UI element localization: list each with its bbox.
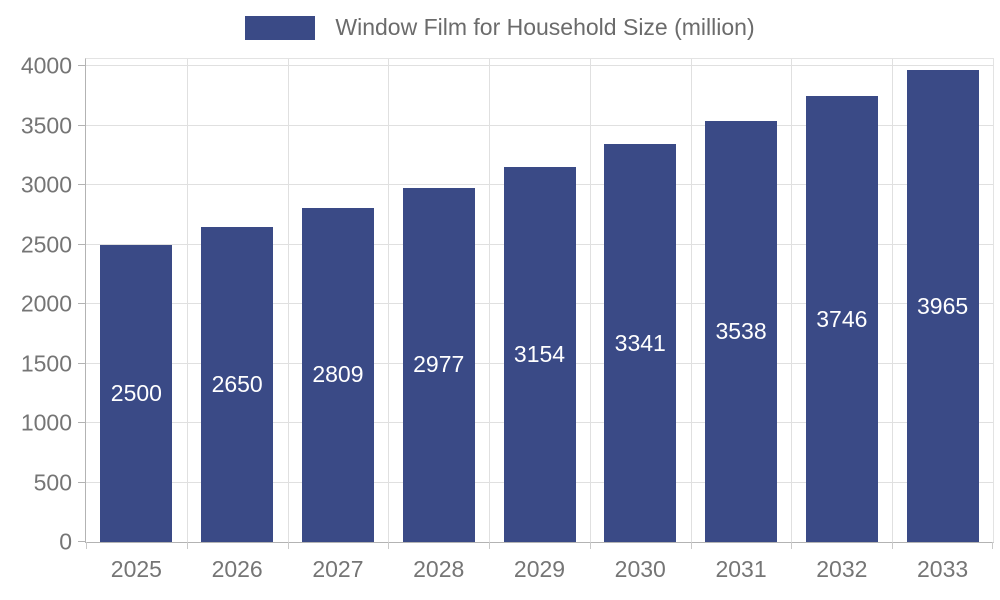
bar-value-label: 3538	[715, 317, 767, 344]
y-axis-tick-label: 3000	[20, 171, 72, 198]
bar-value-label: 3965	[917, 292, 969, 319]
bar-value-label: 3341	[614, 329, 666, 356]
gridline-vertical	[892, 59, 894, 542]
bar-value-label: 3154	[513, 340, 566, 367]
x-axis-tick-label: 2032	[816, 556, 868, 582]
x-axis-tick	[690, 542, 692, 549]
y-axis-tick-label: 0	[59, 528, 72, 555]
x-axis-tick-label: 2025	[110, 556, 162, 582]
x-axis-tick	[388, 542, 390, 549]
bar-value-label: 2500	[110, 379, 162, 406]
bar-value-label: 2650	[211, 370, 263, 397]
x-axis-tick-label: 2028	[413, 556, 465, 582]
x-axis-tick-label: 2029	[513, 556, 566, 582]
gridline-vertical	[589, 59, 591, 542]
x-axis-tick-label: 2031	[715, 556, 767, 582]
x-axis-tick	[791, 542, 793, 549]
y-axis-tick	[78, 422, 85, 423]
x-axis-tick	[86, 542, 87, 549]
y-axis-tick	[78, 124, 85, 126]
legend-label: Window Film for Household Size (million)	[335, 14, 755, 40]
y-axis-tick-label: 3500	[20, 112, 72, 138]
x-axis-tick-label: 2033	[917, 556, 969, 582]
bar: 3965	[906, 70, 979, 542]
chart-legend: Window Film for Household Size (million)	[0, 14, 1000, 41]
bar-value-label: 3746	[816, 305, 868, 332]
gridline-vertical	[690, 59, 692, 542]
y-axis-tick-label: 2500	[20, 231, 72, 257]
x-axis-tick	[186, 542, 188, 549]
gridline-vertical	[287, 59, 289, 542]
bar: 3341	[604, 144, 677, 542]
gridline-horizontal	[86, 65, 993, 66]
bar: 3746	[805, 96, 878, 542]
x-axis-tick	[489, 542, 491, 549]
y-axis-tick-label: 4000	[20, 52, 72, 79]
y-axis-tick-label: 1000	[20, 409, 72, 436]
x-axis-tick	[589, 542, 591, 549]
y-axis-tick	[78, 303, 85, 304]
y-axis-tick	[78, 184, 85, 185]
plot-area: 0 500 1000 1500 2000 2500 3000 3500 4000 2500 2025…	[21, 53, 994, 582]
gridline-horizontal	[86, 124, 993, 126]
gridline-vertical	[791, 59, 793, 542]
bar: 2650	[201, 226, 274, 542]
gridline-vertical	[388, 59, 390, 542]
bar-value-label: 2809	[312, 361, 364, 388]
x-axis-tick	[992, 542, 993, 549]
y-axis-tick	[78, 481, 85, 483]
bar-value-label: 2977	[413, 351, 465, 378]
bar: 3154	[503, 166, 576, 542]
bar: 3538	[705, 120, 778, 542]
y-axis-tick	[78, 65, 85, 66]
legend-swatch	[245, 15, 316, 40]
x-axis-tick	[892, 542, 894, 549]
y-axis-tick-label: 2000	[20, 290, 72, 317]
x-axis-tick-label: 2026	[211, 556, 263, 582]
bar: 2977	[402, 187, 475, 542]
gridline-vertical	[489, 59, 491, 542]
bar: 2809	[301, 207, 374, 542]
gridline-vertical	[186, 59, 188, 542]
y-axis-tick-label: 500	[33, 469, 72, 495]
y-axis-tick	[78, 243, 85, 245]
y-axis-tick	[78, 541, 85, 542]
y-axis-tick	[78, 362, 85, 364]
x-axis-tick-label: 2030	[614, 556, 666, 582]
x-axis-tick	[287, 542, 289, 549]
x-axis-tick-label: 2027	[312, 556, 364, 582]
bar: 2500	[100, 244, 173, 542]
y-axis-tick-label: 1500	[20, 350, 72, 376]
